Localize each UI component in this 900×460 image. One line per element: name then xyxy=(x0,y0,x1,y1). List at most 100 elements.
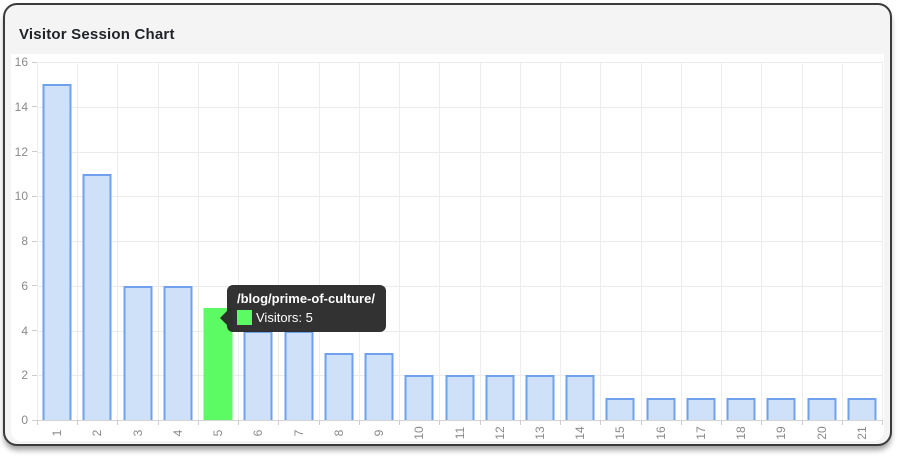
tooltip-label: Visitors: 5 xyxy=(256,310,313,325)
x-tick-mark xyxy=(801,420,803,425)
x-tick-mark xyxy=(640,420,642,425)
x-tick-mark xyxy=(238,420,240,425)
x-tick-mark xyxy=(358,420,360,425)
v-gridline xyxy=(801,62,803,420)
v-gridline xyxy=(358,62,360,420)
x-tick-label: 7 xyxy=(291,429,306,437)
y-tick-mark xyxy=(32,330,37,331)
y-tick-label: 12 xyxy=(14,144,28,159)
v-gridline xyxy=(600,62,602,420)
x-tick-mark xyxy=(117,420,119,425)
y-tick-mark xyxy=(32,374,37,376)
x-tick-label: 20 xyxy=(814,426,829,440)
v-gridline xyxy=(479,62,481,420)
x-tick-mark xyxy=(761,420,763,425)
v-gridline xyxy=(157,62,159,420)
x-axis: 1 2 3 4 5 6 7 8 9 10 11 12 13 14 15 16 17 18 19 20 21 xyxy=(37,420,883,452)
x-tick-mark xyxy=(197,420,199,425)
h-gridline xyxy=(37,196,882,198)
h-gridline xyxy=(37,62,882,63)
v-gridline xyxy=(519,62,521,420)
bar-18[interactable] xyxy=(726,397,756,420)
x-tick-label: 12 xyxy=(492,426,507,440)
h-gridline xyxy=(37,420,882,421)
v-gridline xyxy=(399,62,401,420)
bar-9[interactable] xyxy=(364,352,394,420)
x-tick-label: 21 xyxy=(854,426,869,440)
bar-1[interactable] xyxy=(42,84,72,420)
bar-17[interactable] xyxy=(686,397,716,420)
x-tick-mark xyxy=(680,420,682,425)
v-gridline xyxy=(560,62,562,420)
x-tick-mark xyxy=(519,420,521,425)
chart-canvas: 0 2 4 6 8 10 12 14 16 1 2 3 4 5 6 7 8 9 10 11 12 13 14 15 16 17 1… xyxy=(11,54,884,441)
v-gridline xyxy=(882,62,883,420)
v-gridline xyxy=(197,62,199,420)
h-gridline xyxy=(37,241,882,242)
y-tick-mark xyxy=(32,195,37,197)
bar-2[interactable] xyxy=(82,173,112,420)
x-tick-label: 2 xyxy=(90,429,105,437)
y-tick-label: 10 xyxy=(14,189,28,204)
x-tick-label: 17 xyxy=(693,426,708,440)
x-tick-mark xyxy=(882,420,883,425)
bar-4[interactable] xyxy=(163,285,193,420)
bar-15[interactable] xyxy=(605,397,635,420)
x-tick-label: 18 xyxy=(734,426,749,440)
x-tick-label: 3 xyxy=(130,429,145,437)
h-gridline xyxy=(37,106,882,108)
tooltip: /blog/prime-of-culture/ Visitors: 5 xyxy=(220,285,386,332)
bar-19[interactable] xyxy=(766,397,796,420)
v-gridline xyxy=(721,62,723,420)
bar-10[interactable] xyxy=(404,375,434,420)
y-tick-label: 2 xyxy=(21,368,28,383)
tooltip-color-swatch-icon xyxy=(237,310,252,325)
v-gridline xyxy=(77,62,79,420)
tooltip-body: Visitors: 5 xyxy=(237,310,375,325)
x-tick-label: 10 xyxy=(412,426,427,440)
tooltip-title: /blog/prime-of-culture/ xyxy=(237,291,375,306)
x-tick-label: 13 xyxy=(532,426,547,440)
x-tick-mark xyxy=(721,420,723,425)
x-tick-label: 15 xyxy=(613,426,628,440)
y-tick-mark xyxy=(32,240,37,242)
bar-6[interactable] xyxy=(243,330,273,420)
y-axis: 0 2 4 6 8 10 12 14 16 xyxy=(11,56,37,426)
y-tick-mark xyxy=(32,419,37,421)
v-gridline xyxy=(841,62,843,420)
bar-3[interactable] xyxy=(123,285,153,420)
x-tick-label: 8 xyxy=(331,429,346,437)
plot-area xyxy=(37,62,883,421)
x-tick-label: 14 xyxy=(573,426,588,440)
y-tick-mark xyxy=(32,285,37,287)
bar-12[interactable] xyxy=(485,375,515,420)
y-tick-label: 16 xyxy=(14,55,28,69)
x-tick-mark xyxy=(157,420,159,425)
x-tick-label: 9 xyxy=(372,429,387,437)
x-tick-mark xyxy=(278,420,280,425)
bar-13[interactable] xyxy=(525,375,555,420)
bar-7[interactable] xyxy=(284,330,314,420)
v-gridline xyxy=(680,62,682,420)
y-tick-label: 14 xyxy=(14,99,28,114)
bar-11[interactable] xyxy=(445,375,474,420)
h-gridline xyxy=(37,330,882,332)
bar-16[interactable] xyxy=(646,397,676,420)
v-gridline xyxy=(238,62,240,420)
v-gridline xyxy=(439,62,441,420)
x-tick-mark xyxy=(77,420,79,425)
x-tick-label: 19 xyxy=(774,426,789,440)
v-gridline xyxy=(37,62,38,420)
h-gridline xyxy=(37,151,882,153)
bar-8[interactable] xyxy=(324,352,354,420)
x-tick-label: 4 xyxy=(170,429,185,437)
bar-14[interactable] xyxy=(565,375,595,420)
card-title: Visitor Session Chart xyxy=(19,26,175,43)
bar-20[interactable] xyxy=(807,397,837,420)
y-tick-label: 8 xyxy=(21,234,28,248)
v-gridline xyxy=(117,62,119,420)
x-tick-label: 16 xyxy=(653,426,668,440)
tooltip-caret-icon xyxy=(220,311,227,325)
x-tick-mark xyxy=(600,420,602,425)
bar-21[interactable] xyxy=(847,397,877,420)
